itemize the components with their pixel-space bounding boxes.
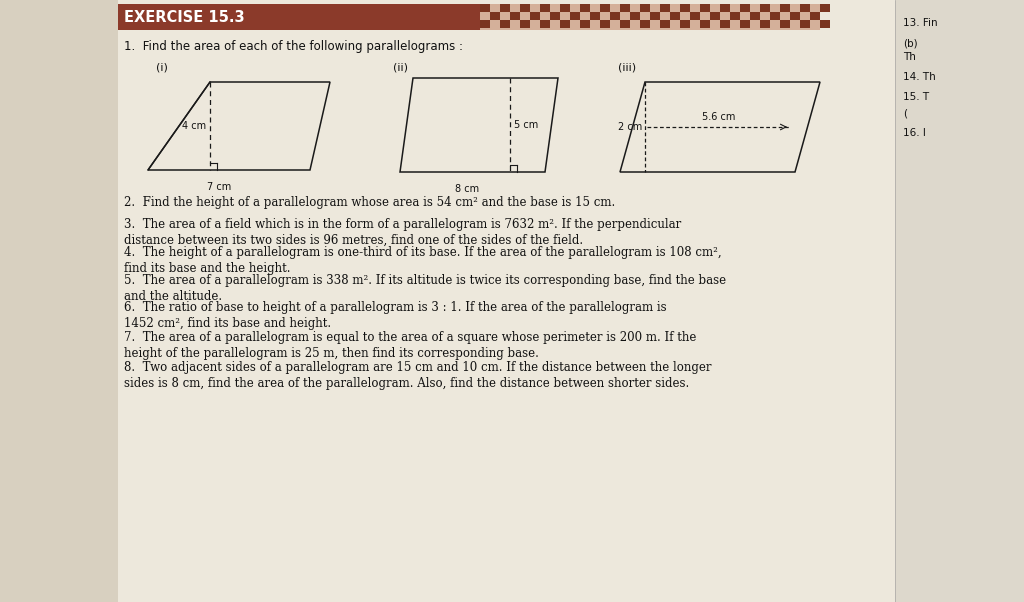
- Bar: [500, 20, 510, 28]
- Bar: [620, 4, 630, 12]
- Bar: [760, 20, 770, 28]
- Bar: [0, 0, 118, 602]
- Text: height of the parallelogram is 25 m, then find its corresponding base.: height of the parallelogram is 25 m, the…: [124, 347, 539, 360]
- Text: find its base and the height.: find its base and the height.: [124, 262, 291, 275]
- Bar: [720, 20, 730, 28]
- Text: 1452 cm², find its base and height.: 1452 cm², find its base and height.: [124, 317, 331, 330]
- Bar: [740, 4, 750, 12]
- Bar: [730, 12, 740, 20]
- Text: EXERCISE 15.3: EXERCISE 15.3: [124, 10, 245, 25]
- Bar: [570, 12, 580, 20]
- Text: 5.  The area of a parallelogram is 338 m². If its altitude is twice its correspo: 5. The area of a parallelogram is 338 m²…: [124, 274, 726, 287]
- Bar: [480, 20, 490, 28]
- Bar: [620, 20, 630, 28]
- Bar: [560, 20, 570, 28]
- Text: 2.  Find the height of a parallelogram whose area is 54 cm² and the base is 15 c: 2. Find the height of a parallelogram wh…: [124, 196, 615, 209]
- Text: distance between its two sides is 96 metres, find one of the sides of the field.: distance between its two sides is 96 met…: [124, 234, 583, 247]
- Bar: [660, 20, 670, 28]
- Text: (iii): (iii): [618, 62, 636, 72]
- Text: (: (: [903, 108, 907, 118]
- Text: 6.  The ratio of base to height of a parallelogram is 3 : 1. If the area of the : 6. The ratio of base to height of a para…: [124, 301, 667, 314]
- Text: (i): (i): [156, 62, 168, 72]
- Bar: [118, 4, 480, 30]
- Text: 7.  The area of a parallelogram is equal to the area of a square whose perimeter: 7. The area of a parallelogram is equal …: [124, 331, 696, 344]
- Text: 2 cm: 2 cm: [617, 122, 642, 132]
- Bar: [610, 12, 620, 20]
- Bar: [640, 4, 650, 12]
- Bar: [680, 4, 690, 12]
- Bar: [690, 12, 700, 20]
- Bar: [600, 4, 610, 12]
- Bar: [630, 12, 640, 20]
- Text: Th: Th: [903, 52, 915, 62]
- Bar: [510, 12, 520, 20]
- Bar: [540, 20, 550, 28]
- Bar: [490, 12, 500, 20]
- Text: 4.  The height of a parallelogram is one-third of its base. If the area of the p: 4. The height of a parallelogram is one-…: [124, 246, 722, 259]
- Bar: [540, 4, 550, 12]
- Bar: [560, 4, 570, 12]
- Text: 8 cm: 8 cm: [456, 184, 479, 194]
- Bar: [670, 12, 680, 20]
- Text: 14. Th: 14. Th: [903, 72, 936, 82]
- Text: 7 cm: 7 cm: [207, 182, 231, 192]
- Bar: [720, 4, 730, 12]
- Bar: [480, 4, 490, 12]
- Text: (ii): (ii): [393, 62, 408, 72]
- Bar: [780, 20, 790, 28]
- Text: (b): (b): [903, 38, 918, 48]
- Bar: [590, 12, 600, 20]
- Text: 16. I: 16. I: [903, 128, 926, 138]
- Bar: [660, 4, 670, 12]
- Bar: [680, 20, 690, 28]
- Text: and the altitude.: and the altitude.: [124, 290, 222, 303]
- Bar: [810, 12, 820, 20]
- Text: 1.  Find the area of each of the following parallelograms :: 1. Find the area of each of the followin…: [124, 40, 463, 53]
- Bar: [520, 4, 530, 12]
- Bar: [800, 4, 810, 12]
- Text: 8.  Two adjacent sides of a parallelogram are 15 cm and 10 cm. If the distance b: 8. Two adjacent sides of a parallelogram…: [124, 361, 712, 374]
- Bar: [740, 20, 750, 28]
- Bar: [118, 0, 895, 602]
- Bar: [780, 4, 790, 12]
- Bar: [580, 4, 590, 12]
- Bar: [650, 12, 660, 20]
- Bar: [800, 20, 810, 28]
- Text: 5.6 cm: 5.6 cm: [701, 112, 735, 122]
- Text: 13. Fin: 13. Fin: [903, 18, 938, 28]
- Text: 15. T: 15. T: [903, 92, 929, 102]
- Bar: [820, 20, 830, 28]
- Bar: [600, 20, 610, 28]
- Bar: [790, 12, 800, 20]
- Bar: [580, 20, 590, 28]
- Bar: [640, 20, 650, 28]
- Text: 4 cm: 4 cm: [182, 121, 206, 131]
- Bar: [760, 4, 770, 12]
- Bar: [770, 12, 780, 20]
- Bar: [520, 20, 530, 28]
- Bar: [700, 4, 710, 12]
- Text: 5 cm: 5 cm: [514, 120, 539, 130]
- Bar: [550, 12, 560, 20]
- Text: sides is 8 cm, find the area of the parallelogram. Also, find the distance betwe: sides is 8 cm, find the area of the para…: [124, 377, 689, 390]
- Text: 3.  The area of a field which is in the form of a parallelogram is 7632 m². If t: 3. The area of a field which is in the f…: [124, 218, 681, 231]
- Bar: [895, 0, 1024, 602]
- Bar: [820, 4, 830, 12]
- Bar: [530, 12, 540, 20]
- Bar: [500, 4, 510, 12]
- Bar: [480, 4, 820, 30]
- Bar: [700, 20, 710, 28]
- Bar: [710, 12, 720, 20]
- Bar: [750, 12, 760, 20]
